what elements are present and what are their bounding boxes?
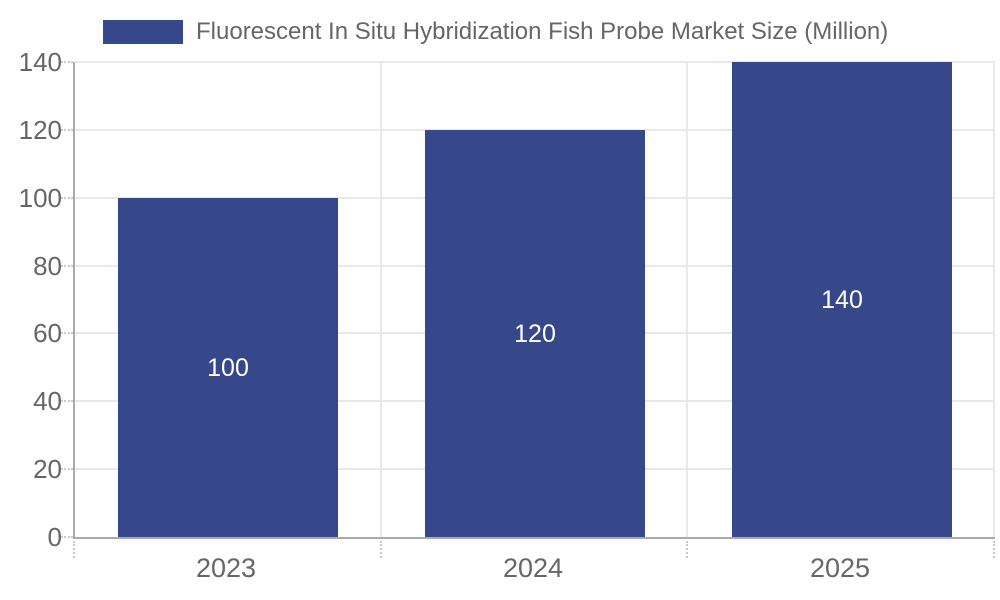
gridline-horizontal <box>75 61 995 63</box>
y-tick-label: 120 <box>18 115 62 145</box>
x-axis-tick <box>380 541 382 558</box>
x-axis-tick <box>73 541 75 558</box>
y-tick-label: 40 <box>33 386 62 416</box>
y-axis-tick <box>61 196 73 199</box>
legend-swatch-icon <box>103 20 183 44</box>
bar-value-label: 140 <box>821 286 863 314</box>
plot-area: 100 120 140 <box>73 61 995 539</box>
bar-2024: 120 <box>425 129 645 537</box>
y-axis-tick <box>61 400 73 403</box>
y-tick-label: 60 <box>33 318 62 348</box>
x-axis-tick <box>993 541 995 558</box>
y-axis-tick <box>61 61 73 63</box>
y-tick-label: 80 <box>33 251 62 281</box>
y-tick-label: 0 <box>47 522 62 552</box>
bar-value-label: 100 <box>207 353 249 382</box>
y-axis-tick <box>61 264 73 267</box>
bar-value-label: 120 <box>514 319 556 348</box>
gridline-vertical <box>380 62 382 537</box>
y-axis-tick <box>61 128 73 131</box>
y-axis-tick <box>61 332 73 335</box>
bar-2023: 100 <box>118 197 338 537</box>
legend-label: Fluorescent In Situ Hybridization Fish P… <box>196 18 889 45</box>
y-tick-label: 20 <box>33 454 62 484</box>
gridline-horizontal <box>75 128 995 131</box>
x-tick-label: 2024 <box>502 553 564 583</box>
y-axis-tick <box>61 536 73 538</box>
gridline-vertical <box>686 62 688 537</box>
y-tick-label: 100 <box>18 183 62 213</box>
x-axis-tick <box>686 541 688 558</box>
x-tick-label: 2023 <box>195 553 257 583</box>
bar-2025: 140 <box>732 62 952 537</box>
y-axis-tick <box>61 468 73 471</box>
gridline-vertical <box>993 62 995 537</box>
legend[interactable]: Fluorescent In Situ Hybridization Fish P… <box>103 18 888 46</box>
y-tick-label: 140 <box>18 47 62 77</box>
x-tick-label: 2025 <box>809 553 871 583</box>
